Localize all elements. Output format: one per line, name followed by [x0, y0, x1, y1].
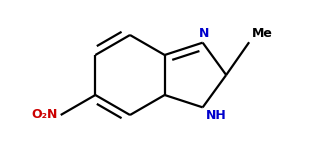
- Text: O₂N: O₂N: [31, 109, 58, 122]
- Text: N: N: [198, 27, 209, 40]
- Text: NH: NH: [206, 109, 226, 122]
- Text: Me: Me: [252, 27, 273, 40]
